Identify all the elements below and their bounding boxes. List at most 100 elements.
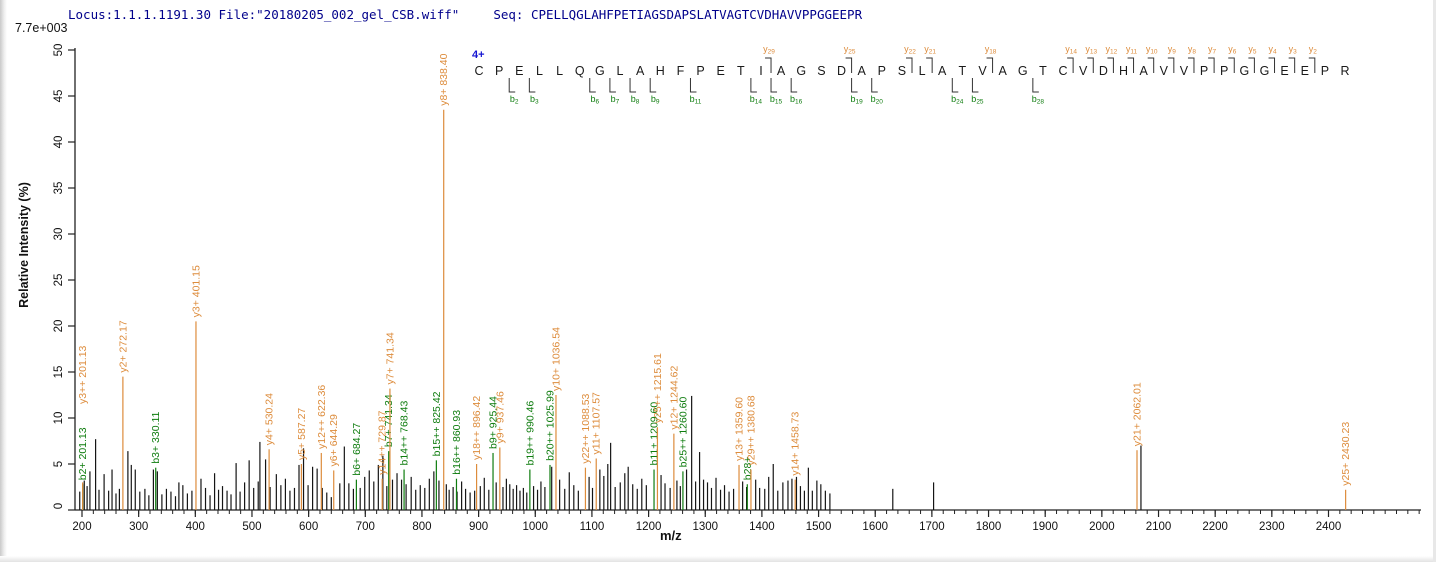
sequence-residue: A: [857, 64, 866, 78]
y-ion-marker: [1127, 57, 1135, 73]
sequence-residue: I: [759, 64, 762, 78]
b-ion-label: b8: [631, 94, 640, 106]
y-tick-label: 45: [53, 90, 65, 103]
x-tick-label: 2200: [1202, 521, 1228, 533]
y-ion-marker: [1167, 57, 1175, 73]
y-tick-label: 10: [53, 412, 65, 425]
b-ion-marker: [770, 78, 778, 93]
x-tick-label: 2000: [1089, 521, 1115, 533]
b-ion-label: b9: [651, 94, 660, 106]
x-tick-label: 2300: [1259, 521, 1285, 533]
peak-label: y4+ 530.24: [264, 393, 276, 445]
b-ion-marker: [790, 78, 798, 93]
x-tick-label: 1700: [919, 521, 945, 533]
x-axis-title: m/z: [660, 528, 682, 543]
peak-label: b6+ 684.27: [351, 423, 363, 476]
x-tick-label: 400: [186, 521, 205, 533]
window-border-left: [0, 0, 7, 562]
sequence-residue: V: [1160, 64, 1169, 78]
x-tick-label: 1100: [580, 521, 605, 533]
y-ion-marker: [845, 57, 853, 73]
sequence-residue: E: [1301, 64, 1309, 78]
y-ion-marker: [1147, 57, 1155, 73]
peak-label: y14+ 1458.73: [790, 412, 802, 476]
sequence-text: CPELLQGLAHFPETIAGSDAPSLATVAGTCVDHAVVPPGG…: [530, 7, 863, 22]
x-tick-label: 2100: [1146, 521, 1172, 533]
x-tick-label: 200: [72, 521, 91, 533]
sequence-residue: H: [1119, 64, 1128, 78]
peak-label: y11+ 1107.57: [591, 392, 603, 455]
b-ion-marker: [649, 78, 657, 93]
y-ion-marker: [1067, 57, 1074, 73]
b-ion-label: b6: [590, 94, 599, 106]
sequence-residue: A: [998, 64, 1007, 78]
y-tick-label: 30: [53, 228, 65, 241]
y-ion-label: y11: [1126, 44, 1138, 56]
y-ion-marker: [1187, 57, 1195, 73]
sequence-residue: V: [978, 64, 987, 78]
sequence-residue: P: [1220, 64, 1228, 78]
b-ion-label: b20: [871, 94, 884, 106]
sequence-residue: D: [1099, 64, 1108, 78]
sequence-residue: A: [636, 64, 645, 78]
peak-label: y25+ 2430.23: [1340, 422, 1352, 486]
peak-label: b2+ 201.13: [77, 427, 89, 480]
sequence-residue: L: [556, 64, 563, 78]
sequence-residue: A: [777, 64, 786, 78]
y-ion-label: y3: [1289, 44, 1298, 56]
peak-label: b14++ 768.43: [399, 401, 411, 466]
y-ion-marker: [1208, 57, 1215, 73]
peak-label: b20++ 1025.99: [544, 390, 556, 461]
y-ion-label: y18: [985, 44, 997, 56]
y-tick-label: 25: [53, 274, 65, 287]
x-tick-label: 300: [129, 521, 148, 533]
peak-label: y3+ 401.15: [190, 265, 202, 317]
b-ion-label: b19: [850, 94, 863, 106]
y-ion-marker: [1268, 57, 1276, 73]
x-tick-label: 1200: [636, 521, 662, 533]
x-tick-label: 1400: [749, 521, 775, 533]
peak-label: y3++ 201.13: [77, 345, 89, 404]
b-ion-marker: [528, 78, 536, 93]
x-tick-label: 1000: [522, 521, 548, 533]
y-tick-label: 40: [53, 136, 65, 149]
b-ion-marker: [951, 78, 959, 93]
b-ion-marker: [750, 78, 757, 93]
sequence-residue: D: [837, 64, 846, 78]
y-tick-label: 0: [53, 503, 65, 509]
y-ion-label: y10: [1146, 44, 1158, 56]
y-tick-label: 20: [53, 320, 65, 333]
y-ion-label: y13: [1085, 44, 1097, 56]
sequence-residue: R: [1341, 64, 1350, 78]
b-ion-marker: [851, 78, 858, 93]
y-ion-label: y12: [1106, 44, 1118, 56]
y-ion-marker: [986, 57, 994, 73]
b-ion-marker: [508, 78, 516, 93]
b-ion-label: b25: [971, 94, 984, 106]
sequence-residue: L: [536, 64, 543, 78]
b-ion-label: b11: [690, 94, 702, 106]
sequence-residue: L: [617, 64, 624, 78]
sequence-residue: H: [656, 64, 665, 78]
b-ion-marker: [609, 78, 616, 93]
peak-label: y25++ 1215.61: [652, 353, 664, 423]
max-intensity-value: 7.7e+003: [15, 21, 68, 35]
peak-label: y18++ 896.42: [471, 396, 483, 460]
x-tick-label: 1300: [692, 521, 718, 533]
y-tick-label: 50: [53, 44, 65, 57]
b-ion-marker: [689, 78, 697, 93]
peak-label: y9+ 937.46: [494, 391, 506, 443]
window-border-bottom: [0, 556, 1436, 562]
y-ion-label: y29: [763, 44, 775, 56]
peak-label: b7+ 741.34: [383, 394, 395, 447]
y-ion-marker: [1107, 57, 1114, 73]
peak-label: y2+ 272.17: [117, 320, 129, 372]
y-ion-marker: [1248, 57, 1255, 73]
sequence-residue: G: [1018, 64, 1028, 78]
y-ion-label: y2: [1309, 44, 1318, 56]
peak-label: y14++ 729.87: [377, 410, 389, 474]
b-ion-label: b3: [530, 94, 539, 106]
sequence-residue: S: [817, 64, 825, 78]
y-ion-label: y6: [1228, 44, 1237, 56]
